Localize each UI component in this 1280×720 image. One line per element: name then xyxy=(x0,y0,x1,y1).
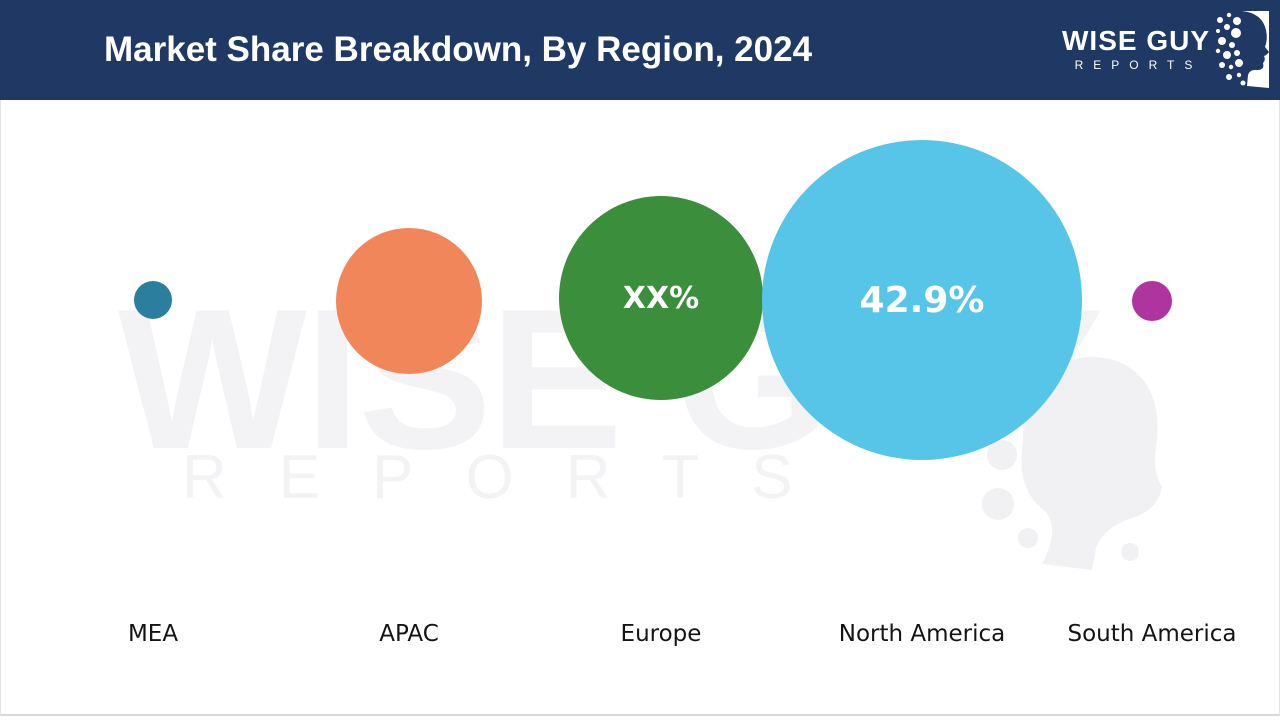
bubble-mea xyxy=(134,281,172,319)
region-label-south-america: South America xyxy=(1067,621,1237,647)
bubble-south-america xyxy=(1132,281,1172,321)
header: Market Share Breakdown, By Region, 2024 … xyxy=(0,0,1280,100)
page-title: Market Share Breakdown, By Region, 2024 xyxy=(104,30,813,69)
logo-line2: REPORTS xyxy=(1074,57,1203,72)
wiseguy-logo: WISE GUY REPORTS xyxy=(1062,8,1270,88)
bubble-value-label: 42.9% xyxy=(859,279,985,321)
region-label-mea: MEA xyxy=(127,621,179,647)
bubble-apac xyxy=(336,228,482,374)
bubble-europe: XX% xyxy=(559,196,763,400)
logo-wordmark: WISE GUY REPORTS xyxy=(1062,25,1210,72)
region-label-apac: APAC xyxy=(379,621,439,647)
region-label-europe: Europe xyxy=(620,621,702,647)
head-watermark-icon xyxy=(982,357,1162,570)
watermark-reports: REPORTS xyxy=(182,443,845,512)
bubble-value-label: XX% xyxy=(622,280,700,316)
logo-line1: WISE GUY xyxy=(1061,24,1210,56)
bubble-north-america: 42.9% xyxy=(762,140,1082,460)
region-label-north-america: North America xyxy=(838,621,1006,647)
wiseguy-face-icon xyxy=(1215,11,1269,88)
